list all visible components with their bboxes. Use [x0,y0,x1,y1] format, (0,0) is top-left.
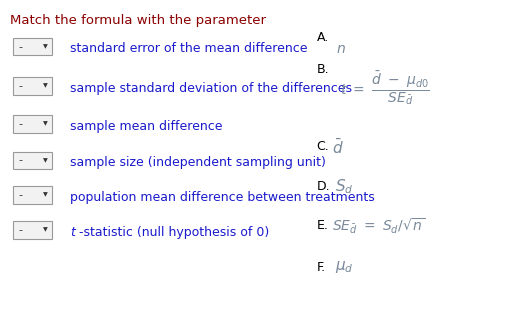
Text: population mean difference between treatments: population mean difference between treat… [70,191,375,204]
Text: ▼: ▼ [43,122,48,126]
Text: B.: B. [317,63,329,76]
Text: -: - [18,225,22,235]
FancyBboxPatch shape [13,38,52,55]
Text: -: - [18,119,22,129]
Text: D.: D. [317,180,330,193]
Text: ▼: ▼ [43,44,48,49]
Text: Match the formula with the parameter: Match the formula with the parameter [10,14,266,27]
Text: ▼: ▼ [43,193,48,198]
Text: F.: F. [317,260,326,274]
Text: E.: E. [317,219,329,233]
Text: -statistic (null hypothesis of 0): -statistic (null hypothesis of 0) [79,226,270,239]
Text: A.: A. [317,31,329,45]
Text: ▼: ▼ [43,84,48,88]
Text: -: - [18,42,22,52]
Text: sample mean difference: sample mean difference [70,120,223,133]
Text: $t$: $t$ [70,226,77,239]
Text: -: - [18,155,22,165]
Text: sample size (independent sampling unit): sample size (independent sampling unit) [70,156,326,169]
Text: $SE_{\bar{d}}\ =\ S_d/\sqrt{n}$: $SE_{\bar{d}}\ =\ S_d/\sqrt{n}$ [332,216,426,235]
Text: C.: C. [317,140,330,154]
FancyBboxPatch shape [13,152,52,169]
Text: ▼: ▼ [43,228,48,232]
FancyBboxPatch shape [13,221,52,239]
FancyBboxPatch shape [13,77,52,95]
Text: $n$: $n$ [336,42,346,56]
FancyBboxPatch shape [13,115,52,133]
Text: standard error of the mean difference: standard error of the mean difference [70,42,308,56]
Text: $S_d$: $S_d$ [335,177,353,196]
Text: $\bar{d}$: $\bar{d}$ [332,137,344,156]
FancyBboxPatch shape [13,186,52,204]
Text: -: - [18,81,22,91]
Text: $t\ =\ \dfrac{\bar{d}\ -\ \mu_{d0}}{SE_{\bar{d}}}$: $t\ =\ \dfrac{\bar{d}\ -\ \mu_{d0}}{SE_{… [340,70,430,107]
Text: ▼: ▼ [43,158,48,163]
Text: sample standard deviation of the differences: sample standard deviation of the differe… [70,82,352,95]
Text: $\mu_d$: $\mu_d$ [335,259,353,275]
Text: -: - [18,190,22,200]
